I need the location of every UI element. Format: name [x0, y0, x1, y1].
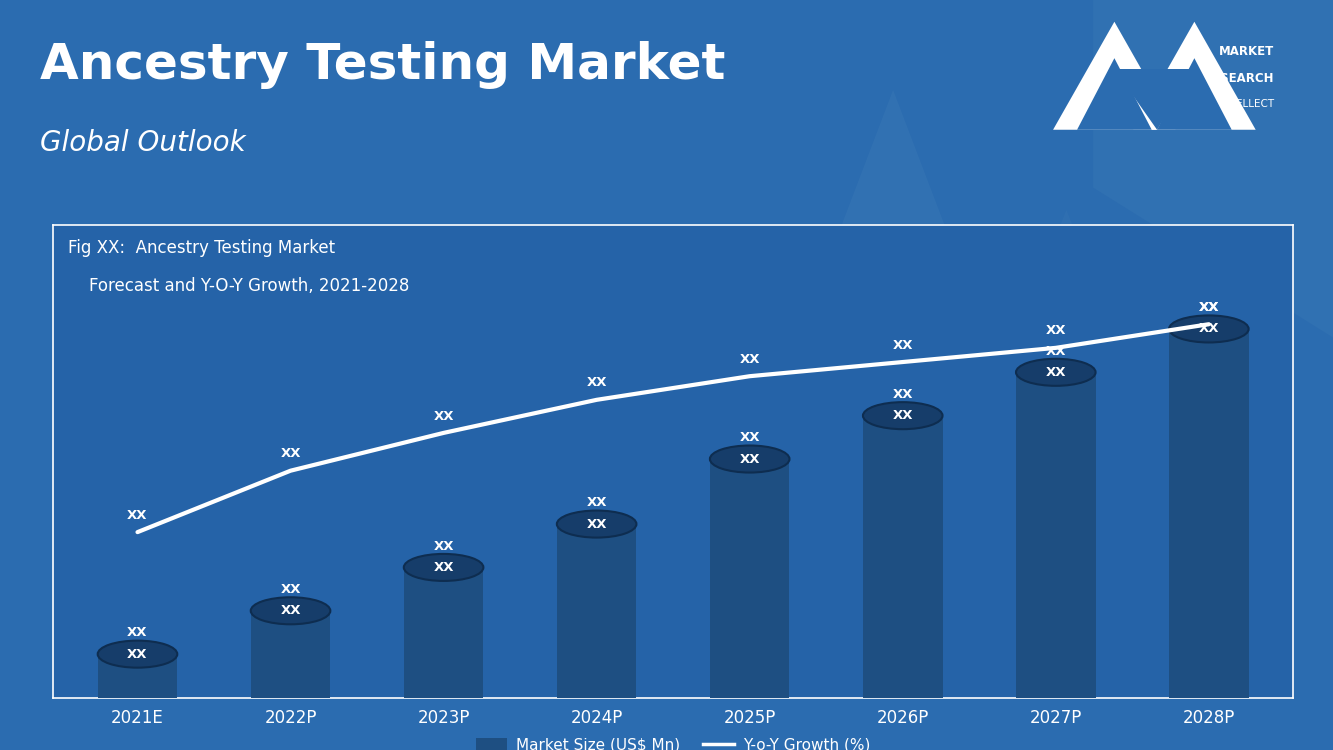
Text: XX: XX	[1045, 325, 1066, 338]
Text: XX: XX	[587, 376, 607, 389]
Text: XX: XX	[127, 626, 148, 640]
Text: XX: XX	[1198, 301, 1220, 313]
Polygon shape	[1077, 58, 1152, 130]
Text: XX: XX	[740, 452, 760, 466]
Bar	[557, 524, 636, 698]
Bar	[1016, 372, 1096, 698]
Text: XX: XX	[1198, 322, 1220, 335]
Ellipse shape	[862, 402, 942, 429]
Text: XX: XX	[280, 604, 301, 617]
Text: INTELLECT: INTELLECT	[1220, 99, 1274, 109]
Text: XX: XX	[1045, 366, 1066, 379]
Bar	[251, 610, 331, 698]
Text: XX: XX	[433, 561, 453, 574]
Bar	[97, 654, 177, 698]
Ellipse shape	[251, 597, 331, 624]
Bar	[404, 568, 484, 698]
Text: XX: XX	[433, 410, 453, 422]
Text: Forecast and Y-O-Y Growth, 2021-2028: Forecast and Y-O-Y Growth, 2021-2028	[68, 277, 409, 295]
Text: XX: XX	[893, 339, 913, 352]
Polygon shape	[1133, 22, 1256, 130]
Text: RESEARCH: RESEARCH	[1204, 72, 1274, 85]
Ellipse shape	[557, 511, 636, 538]
Text: MARKET: MARKET	[1220, 45, 1274, 58]
Text: XX: XX	[587, 518, 607, 530]
Text: XX: XX	[1045, 344, 1066, 358]
Polygon shape	[906, 210, 1226, 615]
Text: XX: XX	[587, 496, 607, 509]
Text: Fig XX:  Ancestry Testing Market: Fig XX: Ancestry Testing Market	[68, 239, 336, 257]
Ellipse shape	[97, 640, 177, 668]
Text: Global Outlook: Global Outlook	[40, 129, 245, 157]
Ellipse shape	[710, 446, 789, 472]
Bar	[862, 416, 942, 698]
Ellipse shape	[1169, 316, 1249, 343]
Text: XX: XX	[280, 447, 301, 460]
Text: XX: XX	[1198, 302, 1220, 314]
Text: XX: XX	[893, 388, 913, 401]
Polygon shape	[693, 90, 1093, 615]
Text: Ancestry Testing Market: Ancestry Testing Market	[40, 41, 725, 89]
Text: XX: XX	[740, 431, 760, 444]
Text: XX: XX	[127, 509, 148, 522]
Ellipse shape	[1016, 358, 1096, 386]
Legend: Market Size (US$ Mn), Y-o-Y Growth (%): Market Size (US$ Mn), Y-o-Y Growth (%)	[471, 731, 876, 750]
Ellipse shape	[404, 554, 484, 581]
Bar	[710, 459, 789, 698]
Text: XX: XX	[280, 583, 301, 596]
Polygon shape	[1114, 69, 1194, 130]
Polygon shape	[1093, 0, 1333, 338]
Bar	[1169, 329, 1249, 698]
Text: XX: XX	[127, 648, 148, 661]
Text: XX: XX	[740, 352, 760, 366]
Polygon shape	[1157, 58, 1232, 130]
Text: XX: XX	[433, 540, 453, 553]
Text: XX: XX	[893, 410, 913, 422]
Polygon shape	[1053, 22, 1176, 130]
